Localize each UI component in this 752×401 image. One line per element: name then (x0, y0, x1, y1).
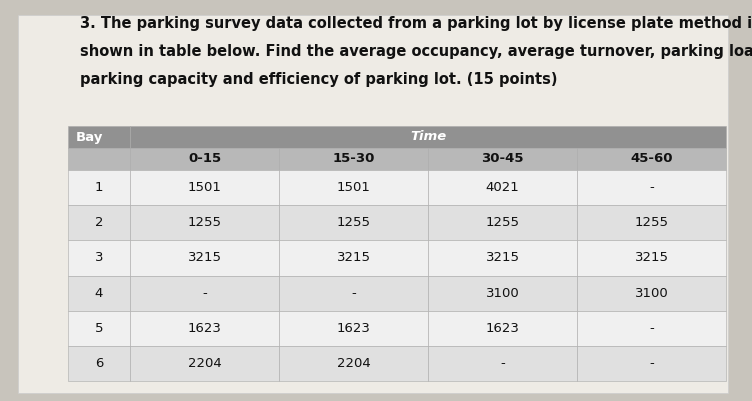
Bar (130, 205, 279, 240)
Text: 1255: 1255 (635, 216, 669, 229)
Bar (68, 205, 130, 240)
Text: 1623: 1623 (486, 322, 520, 335)
Bar (428, 311, 577, 346)
Text: 3: 3 (95, 251, 103, 264)
Text: -: - (649, 322, 654, 335)
Text: 3100: 3100 (486, 287, 520, 300)
Text: 3215: 3215 (635, 251, 669, 264)
Text: 3. The parking survey data collected from a parking lot by license plate method : 3. The parking survey data collected fro… (80, 16, 752, 31)
Bar (428, 275, 577, 311)
Bar (577, 148, 726, 170)
Bar (130, 275, 279, 311)
Bar (130, 126, 726, 148)
Text: -: - (649, 357, 654, 370)
Bar (428, 170, 577, 205)
Text: shown in table below. Find the average occupancy, average turnover, parking load: shown in table below. Find the average o… (80, 44, 752, 59)
Bar (68, 126, 130, 148)
Bar (279, 148, 428, 170)
Text: 30-45: 30-45 (481, 152, 523, 166)
Text: 3100: 3100 (635, 287, 669, 300)
Bar (130, 311, 279, 346)
Text: 4021: 4021 (486, 181, 520, 194)
Text: 1255: 1255 (336, 216, 371, 229)
Text: 5: 5 (95, 322, 103, 335)
Text: 2: 2 (95, 216, 103, 229)
Bar (279, 311, 428, 346)
Text: 15-30: 15-30 (332, 152, 374, 166)
Bar (577, 275, 726, 311)
Text: 0-15: 0-15 (188, 152, 221, 166)
Text: 2204: 2204 (188, 357, 221, 370)
Bar (68, 311, 130, 346)
Text: 3215: 3215 (486, 251, 520, 264)
Bar (130, 240, 279, 275)
Bar (279, 205, 428, 240)
Text: 2204: 2204 (337, 357, 371, 370)
Bar (68, 170, 130, 205)
Text: -: - (500, 357, 505, 370)
Bar (577, 346, 726, 381)
Text: 1255: 1255 (187, 216, 222, 229)
Bar (428, 205, 577, 240)
Text: Time: Time (410, 130, 446, 144)
Bar (577, 311, 726, 346)
Bar (577, 170, 726, 205)
Bar (428, 240, 577, 275)
Bar (130, 148, 279, 170)
Bar (428, 346, 577, 381)
Bar (428, 148, 577, 170)
Text: 6: 6 (95, 357, 103, 370)
Text: 1501: 1501 (187, 181, 221, 194)
Text: 4: 4 (95, 287, 103, 300)
Text: parking capacity and efficiency of parking lot. (15 points): parking capacity and efficiency of parki… (80, 72, 557, 87)
Bar (279, 170, 428, 205)
Text: 1623: 1623 (337, 322, 371, 335)
Bar (577, 240, 726, 275)
Text: 3215: 3215 (187, 251, 222, 264)
Text: -: - (649, 181, 654, 194)
FancyBboxPatch shape (18, 15, 728, 393)
Text: 1255: 1255 (486, 216, 520, 229)
Bar (68, 240, 130, 275)
Text: -: - (351, 287, 356, 300)
Bar (68, 346, 130, 381)
Text: -: - (202, 287, 207, 300)
Bar (130, 170, 279, 205)
Text: 1: 1 (95, 181, 103, 194)
Bar (577, 205, 726, 240)
Text: 1501: 1501 (337, 181, 371, 194)
Bar (68, 275, 130, 311)
Bar (68, 148, 130, 170)
Bar (279, 240, 428, 275)
Bar (279, 275, 428, 311)
Text: 1623: 1623 (187, 322, 221, 335)
Text: Bay: Bay (76, 130, 103, 144)
Text: 3215: 3215 (336, 251, 371, 264)
Bar (279, 346, 428, 381)
Text: 45-60: 45-60 (630, 152, 673, 166)
Bar (130, 346, 279, 381)
